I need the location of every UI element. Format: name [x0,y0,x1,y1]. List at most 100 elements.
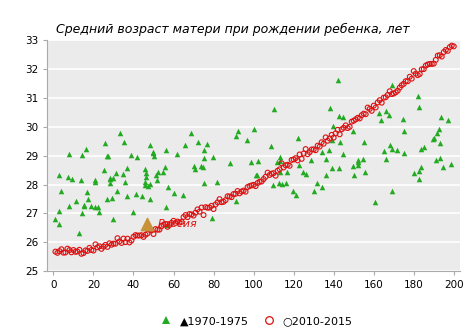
Point [132,191,139,197]
Point [52,216,59,221]
Point [178,219,185,224]
Point [302,146,310,152]
Point [288,157,295,163]
Point [232,191,239,197]
Point [80,203,88,208]
Point [119,236,127,241]
Point [68,250,75,255]
Point [276,158,284,164]
Point [150,153,157,159]
Point [242,189,249,194]
Point [81,203,88,208]
Point [64,174,72,179]
Point [234,128,242,133]
Point [312,148,319,153]
Point [244,184,251,190]
Point [382,109,390,114]
Point [82,147,90,152]
Point [213,179,221,185]
Point [122,240,129,245]
Point [440,49,447,55]
Point [153,173,160,178]
Point [146,227,153,232]
Point [322,135,329,140]
Point [325,147,333,152]
Point [314,143,321,148]
Point [87,204,94,209]
Point [355,162,362,167]
Point [358,113,365,118]
Point [330,135,337,140]
Point [55,249,63,254]
Point [253,172,260,178]
Point [400,128,407,133]
Point [112,241,119,246]
Point [80,251,87,256]
Point [278,161,285,166]
Point [276,169,284,174]
Text: Россия: Россия [157,219,197,229]
Point [62,250,69,255]
Point [388,147,396,152]
Point [350,163,357,168]
Point [278,182,286,187]
Point [415,105,423,110]
Point [218,200,225,205]
Point [83,248,91,254]
Point [426,61,434,67]
Point [94,204,102,209]
Point [163,223,171,228]
Point [116,130,123,135]
Point [264,170,272,175]
Point [318,185,326,190]
Point [390,91,398,96]
Point [58,247,65,252]
Point [256,179,264,184]
Point [380,148,388,153]
Point [126,240,133,245]
Point [350,118,357,123]
Point [304,152,311,157]
Point [350,173,358,178]
Point [222,198,229,203]
Point [308,147,315,152]
Point [113,188,120,193]
Point [194,140,202,145]
Point [153,177,161,183]
Point [360,111,367,116]
Point [435,126,443,131]
Point [186,212,193,217]
Point [171,190,178,196]
Point [270,170,277,176]
Point [140,234,147,240]
Point [149,150,157,155]
Point [382,156,390,162]
Point [101,242,109,248]
Point [402,78,410,84]
Point [190,163,198,168]
Point [212,202,219,207]
Point [400,150,408,155]
Point [199,165,207,170]
Point [326,136,333,141]
Point [130,234,137,239]
Point [54,250,61,256]
Point [208,215,216,220]
Point [214,200,221,205]
Point [320,141,328,146]
Point [349,128,356,134]
Point [437,141,444,146]
Point [292,156,300,161]
Point [198,205,205,210]
Point [116,239,123,244]
Point [94,245,101,250]
Point [138,193,146,199]
Point [340,125,347,130]
Point [294,136,302,141]
Point [355,158,362,163]
Point [55,209,63,214]
Point [124,236,131,241]
Point [109,217,117,222]
Point [78,251,85,257]
Point [276,167,283,172]
